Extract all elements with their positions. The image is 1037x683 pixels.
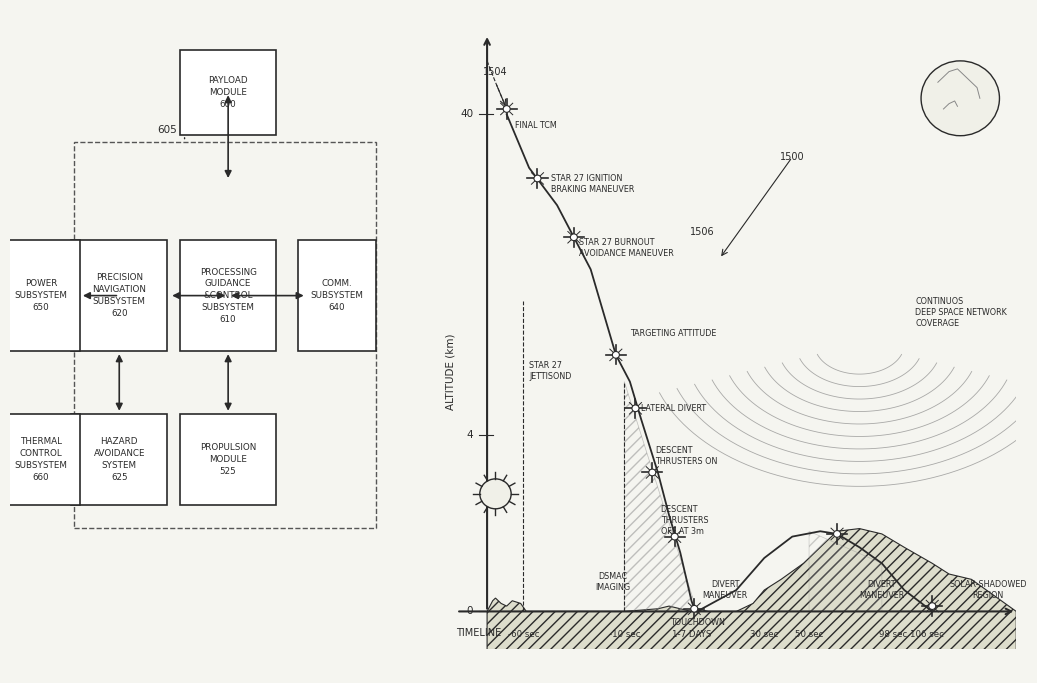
Circle shape	[649, 469, 655, 476]
Circle shape	[570, 234, 578, 240]
Text: ALTITUDE (km): ALTITUDE (km)	[446, 334, 455, 410]
Circle shape	[632, 405, 639, 412]
Polygon shape	[487, 529, 1016, 665]
Text: TARGETING ATTITUDE: TARGETING ATTITUDE	[629, 329, 717, 338]
FancyBboxPatch shape	[180, 50, 276, 135]
Text: STAR 27 BURNOUT
AVOIDANCE MANEUVER: STAR 27 BURNOUT AVOIDANCE MANEUVER	[580, 238, 674, 258]
Text: TOUCHDOWN: TOUCHDOWN	[670, 617, 725, 626]
FancyBboxPatch shape	[72, 240, 167, 351]
Text: 40: 40	[460, 109, 473, 120]
Text: STAR 27
JETTISOND: STAR 27 JETTISOND	[529, 361, 571, 381]
Text: 4: 4	[467, 430, 473, 440]
Text: CONTINUOS
DEEP SPACE NETWORK
COVERAGE: CONTINUOS DEEP SPACE NETWORK COVERAGE	[916, 296, 1007, 328]
Text: PROPULSION
MODULE
525: PROPULSION MODULE 525	[200, 443, 256, 476]
Text: 1-7 DAYS: 1-7 DAYS	[672, 630, 711, 639]
FancyBboxPatch shape	[2, 240, 80, 351]
Text: DIVERT
MANEUVER: DIVERT MANEUVER	[702, 580, 748, 600]
Text: TIMELINE: TIMELINE	[456, 628, 502, 638]
Text: 50 sec: 50 sec	[795, 630, 823, 639]
Circle shape	[612, 352, 619, 358]
FancyBboxPatch shape	[72, 414, 167, 505]
Text: HAZARD
AVOIDANCE
SYSTEM
625: HAZARD AVOIDANCE SYSTEM 625	[93, 437, 145, 482]
Text: 0: 0	[467, 607, 473, 617]
Text: POWER
SUBSYSTEM
650: POWER SUBSYSTEM 650	[15, 279, 67, 312]
Text: SOLAR-SHADOWED
REGION: SOLAR-SHADOWED REGION	[950, 580, 1027, 600]
Text: 1500: 1500	[780, 152, 805, 163]
Text: DESCENT
THRUSTERS ON: DESCENT THRUSTERS ON	[655, 447, 718, 466]
Text: -60 sec: -60 sec	[508, 630, 539, 639]
Text: COMM.
SUBSYSTEM
640: COMM. SUBSYSTEM 640	[311, 279, 363, 312]
Circle shape	[671, 533, 678, 540]
Text: 106 sec: 106 sec	[909, 630, 944, 639]
Circle shape	[691, 605, 698, 612]
Text: LATERAL DIVERT: LATERAL DIVERT	[641, 404, 706, 413]
FancyBboxPatch shape	[180, 240, 276, 351]
Text: STAR 27 IGNITION
BRAKING MANEUVER: STAR 27 IGNITION BRAKING MANEUVER	[552, 173, 635, 194]
FancyBboxPatch shape	[298, 240, 376, 351]
Text: PRECISION
NAVIGATION
SUBSYSTEM
620: PRECISION NAVIGATION SUBSYSTEM 620	[92, 273, 146, 318]
Circle shape	[929, 602, 935, 609]
Text: DESCENT
THRUSTERS
OFF AT 3m: DESCENT THRUSTERS OFF AT 3m	[661, 505, 708, 536]
Circle shape	[534, 175, 541, 182]
FancyBboxPatch shape	[180, 414, 276, 505]
Text: 1506: 1506	[691, 227, 714, 237]
Text: PAYLOAD
MODULE
600: PAYLOAD MODULE 600	[208, 76, 248, 109]
Text: 98 sec: 98 sec	[879, 630, 907, 639]
Text: -10 sec: -10 sec	[609, 630, 640, 639]
Text: FINAL TCM: FINAL TCM	[515, 120, 557, 130]
Circle shape	[834, 531, 841, 538]
FancyBboxPatch shape	[2, 414, 80, 505]
Text: PROCESSING
GUIDANCE
&CONTROL
SUBSYSTEM
610: PROCESSING GUIDANCE &CONTROL SUBSYSTEM 6…	[200, 268, 256, 324]
Text: 30 sec: 30 sec	[750, 630, 779, 639]
Text: 1504: 1504	[483, 67, 508, 77]
Circle shape	[921, 61, 1000, 136]
Text: DSMAC
IMAGING: DSMAC IMAGING	[595, 572, 630, 592]
Text: 605: 605	[158, 125, 177, 135]
Text: DIVERT
MANEUVER: DIVERT MANEUVER	[860, 580, 904, 600]
Text: THERMAL
CONTROL
SUBSYSTEM
660: THERMAL CONTROL SUBSYSTEM 660	[15, 437, 67, 482]
Circle shape	[480, 479, 511, 509]
Circle shape	[503, 106, 510, 112]
